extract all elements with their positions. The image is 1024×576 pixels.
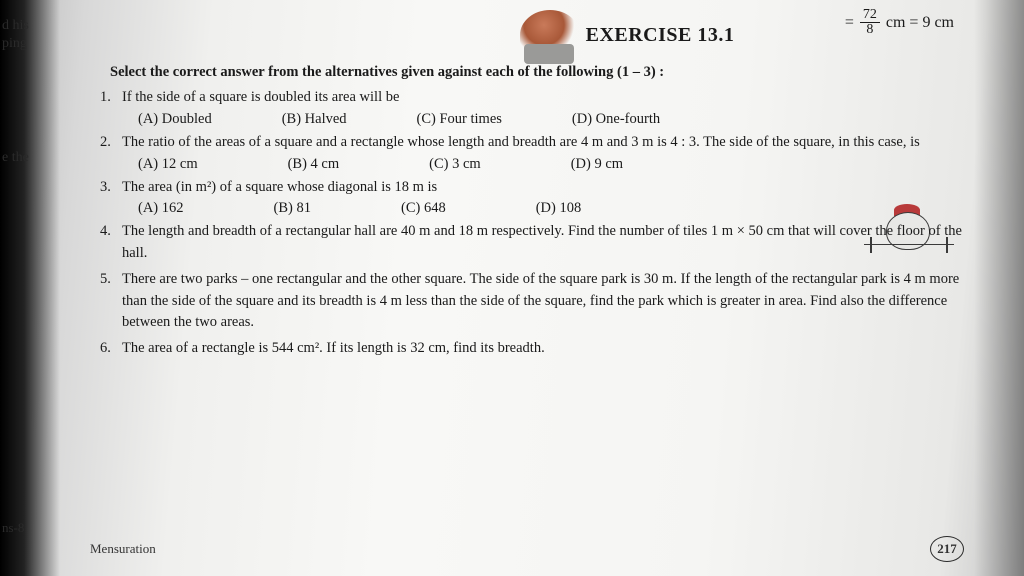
question-number: 1. bbox=[100, 87, 111, 109]
page-left-shadow bbox=[0, 0, 60, 576]
prev-page-text: e the bbox=[2, 150, 29, 166]
option-a: (A) 162 bbox=[138, 200, 184, 217]
options-q1: (A) Doubled (B) Halved (C) Four times (D… bbox=[138, 111, 964, 128]
exercise-title: EXERCISE 13.1 bbox=[586, 24, 735, 47]
student-mascot-icon bbox=[520, 10, 580, 60]
question-5: 5. There are two parks – one rectangular… bbox=[122, 269, 964, 334]
footer-topic: Mensuration bbox=[90, 541, 156, 557]
header-row: EXERCISE 13.1 bbox=[290, 10, 964, 60]
question-6: 6. The area of a rectangle is 544 cm². I… bbox=[122, 338, 964, 360]
prev-page-text: d his bbox=[2, 18, 29, 34]
question-text: The area (in m²) of a square whose diago… bbox=[122, 179, 437, 195]
option-b: (B) 81 bbox=[274, 200, 311, 217]
page-right-shadow bbox=[974, 0, 1024, 576]
page-footer: Mensuration 217 bbox=[90, 536, 964, 562]
question-4: 4. The length and breadth of a rectangul… bbox=[122, 221, 964, 265]
question-number: 4. bbox=[100, 221, 111, 243]
instruction-prefix: Select the correct answer from the alter… bbox=[110, 64, 617, 80]
options-q3: (A) 162 (B) 81 (C) 648 (D) 108 bbox=[138, 200, 964, 217]
question-text: The length and breadth of a rectangular … bbox=[122, 223, 962, 261]
textbook-page: d his ping e the ns-8 = 72 8 cm = 9 cm E… bbox=[0, 0, 1024, 576]
question-text: If the side of a square is doubled its a… bbox=[122, 89, 399, 105]
corner-label: ns-8 bbox=[2, 520, 24, 536]
question-1: 1. If the side of a square is doubled it… bbox=[122, 87, 964, 109]
question-number: 6. bbox=[100, 338, 111, 360]
option-c: (C) Four times bbox=[417, 111, 502, 128]
question-text: The ratio of the areas of a square and a… bbox=[122, 134, 920, 150]
instruction-range: (1 – 3) : bbox=[617, 64, 664, 80]
option-d: (D) 108 bbox=[536, 200, 582, 217]
option-a: (A) 12 cm bbox=[138, 156, 198, 173]
question-number: 3. bbox=[100, 177, 111, 199]
option-d: (D) 9 cm bbox=[571, 156, 623, 173]
option-b: (B) Halved bbox=[282, 111, 347, 128]
instruction-line: Select the correct answer from the alter… bbox=[110, 64, 964, 81]
options-q2: (A) 12 cm (B) 4 cm (C) 3 cm (D) 9 cm bbox=[138, 156, 964, 173]
prev-page-text: ping bbox=[2, 36, 27, 52]
question-number: 2. bbox=[100, 132, 111, 154]
option-c: (C) 3 cm bbox=[429, 156, 481, 173]
page-number: 217 bbox=[930, 536, 964, 562]
option-d: (D) One-fourth bbox=[572, 111, 660, 128]
question-3: 3. The area (in m²) of a square whose di… bbox=[122, 177, 964, 199]
option-c: (C) 648 bbox=[401, 200, 446, 217]
question-number: 5. bbox=[100, 269, 111, 291]
option-b: (B) 4 cm bbox=[288, 156, 340, 173]
question-text: The area of a rectangle is 544 cm². If i… bbox=[122, 340, 545, 356]
question-2: 2. The ratio of the areas of a square an… bbox=[122, 132, 964, 154]
option-a: (A) Doubled bbox=[138, 111, 212, 128]
question-text: There are two parks – one rectangular an… bbox=[122, 271, 959, 331]
